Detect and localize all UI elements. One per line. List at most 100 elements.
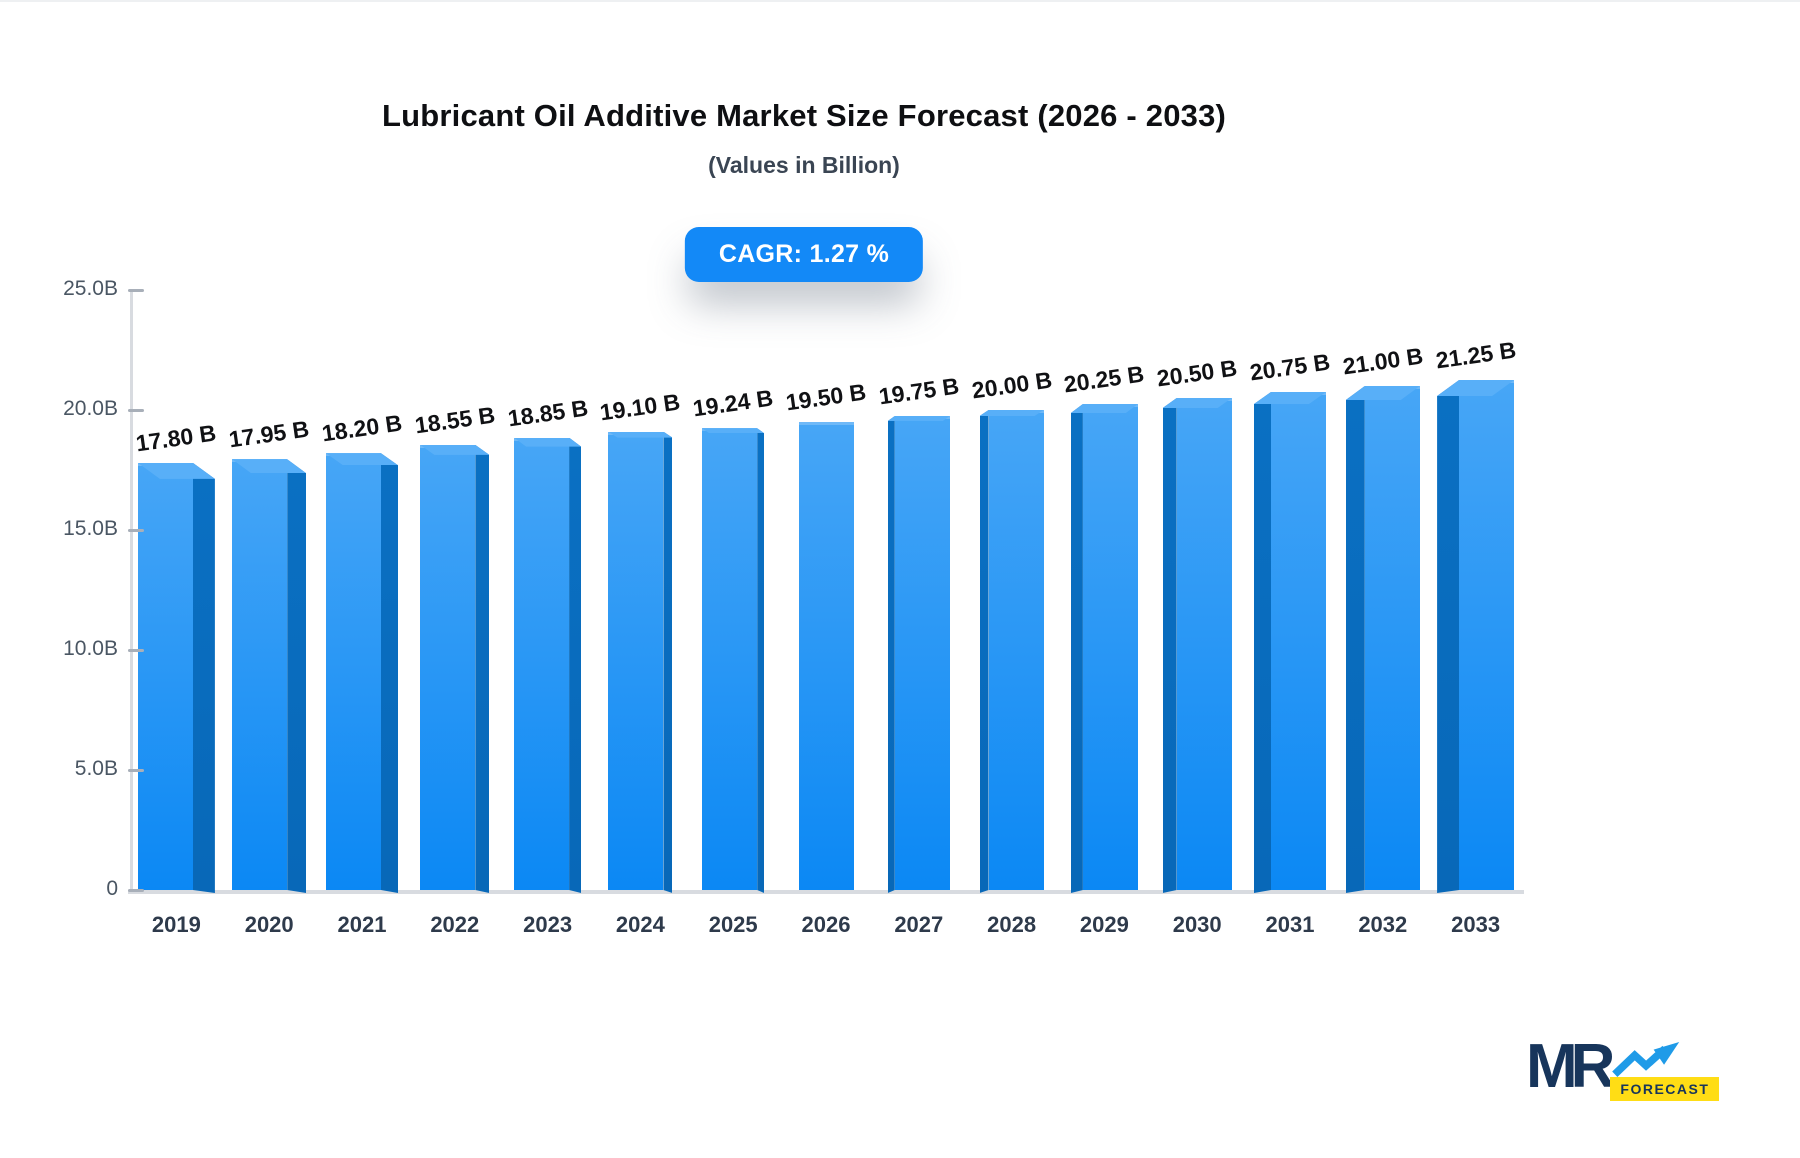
- bar-2031: [1254, 392, 1326, 890]
- bar-face-2021: [326, 453, 381, 890]
- x-tick-2027: 2027: [894, 912, 944, 937]
- bar-face-2028: [988, 410, 1044, 890]
- bar-top-2025: [702, 428, 765, 434]
- bar-face-2023: [514, 437, 570, 890]
- bar-2026: [798, 422, 854, 890]
- y-tick-label-0: 0: [106, 877, 118, 900]
- bar-side-2030: [1163, 398, 1177, 893]
- bar-top-2031: [1254, 392, 1326, 404]
- bar-side-2031: [1254, 392, 1271, 893]
- bar-side-2021: [381, 453, 398, 893]
- bar-value-label-2028: 20.00 B: [969, 366, 1054, 404]
- bar-top-2033: [1437, 380, 1515, 396]
- bar-top-2019: [137, 462, 215, 479]
- x-tick-2026: 2026: [801, 912, 851, 937]
- bar-2024: [608, 431, 673, 893]
- bar-value-label-2022: 18.55 B: [413, 401, 497, 439]
- mrforecast-logo: MR FORECAST: [1526, 1032, 1720, 1101]
- bar-2023: [514, 437, 582, 893]
- y-tick-mark-20.0B: [128, 408, 144, 412]
- logo-right-block: FORECAST: [1610, 1042, 1720, 1101]
- bar-value-label-2020: 17.95 B: [227, 415, 311, 453]
- bar-value-label-2027: 19.75 B: [877, 372, 961, 410]
- bar-2025: [702, 428, 765, 893]
- bar-face-2020: [232, 459, 288, 890]
- bar-value-label-2023: 18.85 B: [505, 394, 590, 432]
- bar-top-2022: [420, 444, 490, 455]
- bar-face-2029: [1082, 404, 1138, 890]
- y-tick-mark-15.0B: [128, 528, 144, 532]
- bar-side-2025: [757, 428, 764, 893]
- bar-face-2027: [894, 416, 950, 890]
- y-tick-mark-10.0B: [128, 648, 144, 652]
- x-tick-2031: 2031: [1265, 912, 1315, 937]
- bar-value-label-2021: 18.20 B: [320, 409, 404, 447]
- y-tick-label-20.0B: 20.0B: [63, 397, 118, 420]
- bar-face-2031: [1271, 392, 1326, 890]
- bar-side-2022: [475, 445, 489, 893]
- bar-value-label-2030: 20.50 B: [1155, 354, 1239, 392]
- bar-side-2032: [1346, 386, 1365, 893]
- x-tick-2021: 2021: [337, 912, 387, 937]
- bar-side-2029: [1071, 404, 1083, 893]
- bar-face-2030: [1176, 398, 1232, 890]
- cagr-badge: CAGR: 1.27 %: [684, 227, 924, 282]
- bar-2022: [420, 444, 490, 893]
- x-tick-2032: 2032: [1358, 912, 1408, 937]
- bar-face-2026: [798, 422, 854, 890]
- bar-face-2024: [608, 431, 664, 890]
- bar-value-label-2024: 19.10 B: [598, 388, 683, 426]
- y-tick-label-10.0B: 10.0B: [63, 637, 118, 660]
- y-tick-label-5.0B: 5.0B: [74, 757, 118, 780]
- bar-face-2025: [702, 428, 758, 890]
- bar-top-2021: [326, 453, 398, 466]
- bar-top-2032: [1345, 386, 1420, 400]
- x-tick-2029: 2029: [1079, 912, 1129, 937]
- bar-side-2020: [287, 459, 306, 893]
- y-tick-mark-5.0B: [128, 768, 144, 772]
- chart-subtitle: (Values in Billion): [708, 152, 900, 178]
- x-tick-2024: 2024: [615, 912, 665, 937]
- y-axis-line: [130, 290, 133, 892]
- x-tick-2020: 2020: [244, 912, 294, 937]
- bar-value-label-2025: 19.24 B: [691, 384, 775, 422]
- x-tick-2030: 2030: [1172, 912, 1222, 937]
- x-tick-2022: 2022: [430, 912, 480, 937]
- bar-side-2027: [888, 416, 895, 893]
- y-tick-label-25.0B: 25.0B: [63, 277, 118, 300]
- bar-2029: [1070, 404, 1138, 893]
- bar-2028: [979, 410, 1044, 893]
- bar-face-2032: [1364, 386, 1420, 890]
- y-tick-mark-0: [128, 888, 144, 892]
- bar-side-2028: [980, 410, 989, 893]
- bar-side-2019: [193, 463, 215, 893]
- bar-value-label-2032: 21.00 B: [1341, 342, 1425, 380]
- bar-value-label-2029: 20.25 B: [1062, 360, 1147, 398]
- bar-top-2020: [232, 459, 307, 474]
- logo-forecast-text: FORECAST: [1610, 1077, 1720, 1101]
- bar-2021: [326, 453, 398, 890]
- bar-side-2033: [1437, 380, 1459, 893]
- plot-area: 17.80 B 2019 17.95 B 2020 18.20 B 2021 18.55 B…: [128, 290, 1524, 937]
- bar-top-2029: [1070, 404, 1138, 413]
- bar-top-2024: [608, 431, 673, 438]
- bar-2030: [1162, 398, 1232, 893]
- x-tick-2023: 2023: [523, 912, 573, 937]
- bar-side-2024: [663, 432, 672, 893]
- bar-face-2019: [137, 462, 193, 890]
- bar-top-2027: [887, 416, 950, 421]
- x-tick-2019: 2019: [151, 912, 201, 937]
- bar-value-label-2026: 19.50 B: [784, 378, 868, 416]
- bar-face-2022: [420, 444, 476, 890]
- bar-top-2028: [979, 410, 1044, 416]
- chart-title: Lubricant Oil Additive Market Size Forec…: [381, 98, 1227, 133]
- y-tick-label-15.0B: 15.0B: [63, 517, 118, 540]
- logo-mr-text: MR: [1526, 1032, 1615, 1101]
- bar-2032: [1345, 386, 1420, 893]
- bar-face-2033: [1459, 380, 1515, 890]
- bar-side-2023: [569, 438, 581, 893]
- bar-2020: [232, 459, 307, 893]
- bar-top-2023: [514, 437, 582, 447]
